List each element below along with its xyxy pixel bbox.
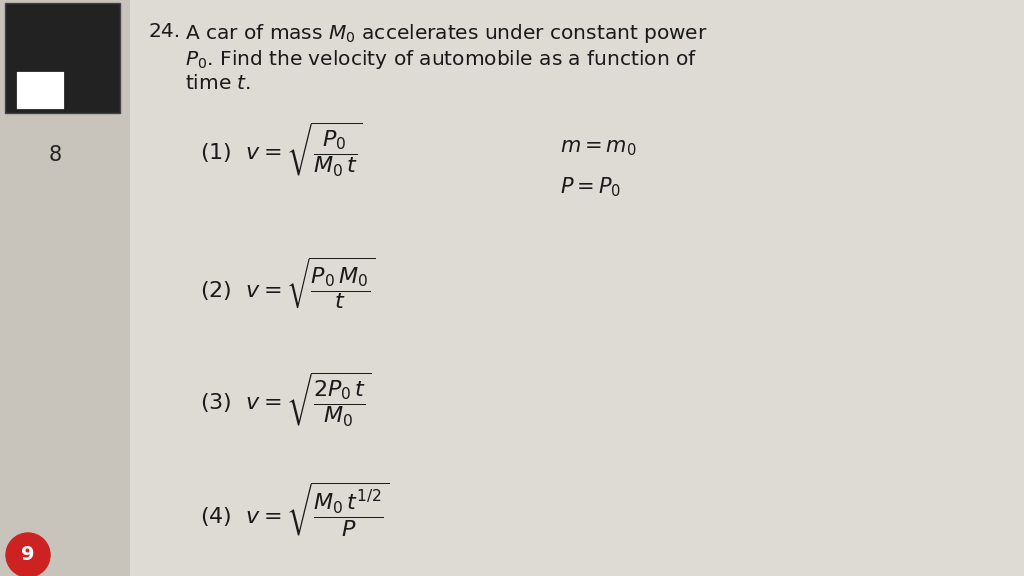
- Text: A car of mass $M_0$ accelerates under constant power: A car of mass $M_0$ accelerates under co…: [185, 22, 708, 45]
- FancyBboxPatch shape: [15, 70, 65, 110]
- Text: 8: 8: [48, 145, 61, 165]
- Text: (4)  $v = \sqrt{\dfrac{M_0\,t^{1/2}}{P}}$: (4) $v = \sqrt{\dfrac{M_0\,t^{1/2}}{P}}$: [200, 480, 389, 539]
- Circle shape: [6, 533, 50, 576]
- Text: 9: 9: [22, 545, 35, 564]
- Text: 24.: 24.: [148, 22, 180, 41]
- Text: $P_0$. Find the velocity of automobile as a function of: $P_0$. Find the velocity of automobile a…: [185, 48, 697, 71]
- Text: $m = m_0$: $m = m_0$: [560, 138, 637, 158]
- Text: (2)  $v = \sqrt{\dfrac{P_0\,M_0}{t}}$: (2) $v = \sqrt{\dfrac{P_0\,M_0}{t}}$: [200, 255, 376, 310]
- Text: (1)  $v = \sqrt{\dfrac{P_0}{M_0\,t}}$: (1) $v = \sqrt{\dfrac{P_0}{M_0\,t}}$: [200, 120, 362, 179]
- FancyBboxPatch shape: [5, 3, 120, 113]
- Text: (3)  $v = \sqrt{\dfrac{2P_0\,t}{M_0}}$: (3) $v = \sqrt{\dfrac{2P_0\,t}{M_0}}$: [200, 370, 371, 429]
- Text: time $t$.: time $t$.: [185, 74, 251, 93]
- Text: $P = P_0$: $P = P_0$: [560, 175, 622, 199]
- FancyBboxPatch shape: [130, 0, 1024, 576]
